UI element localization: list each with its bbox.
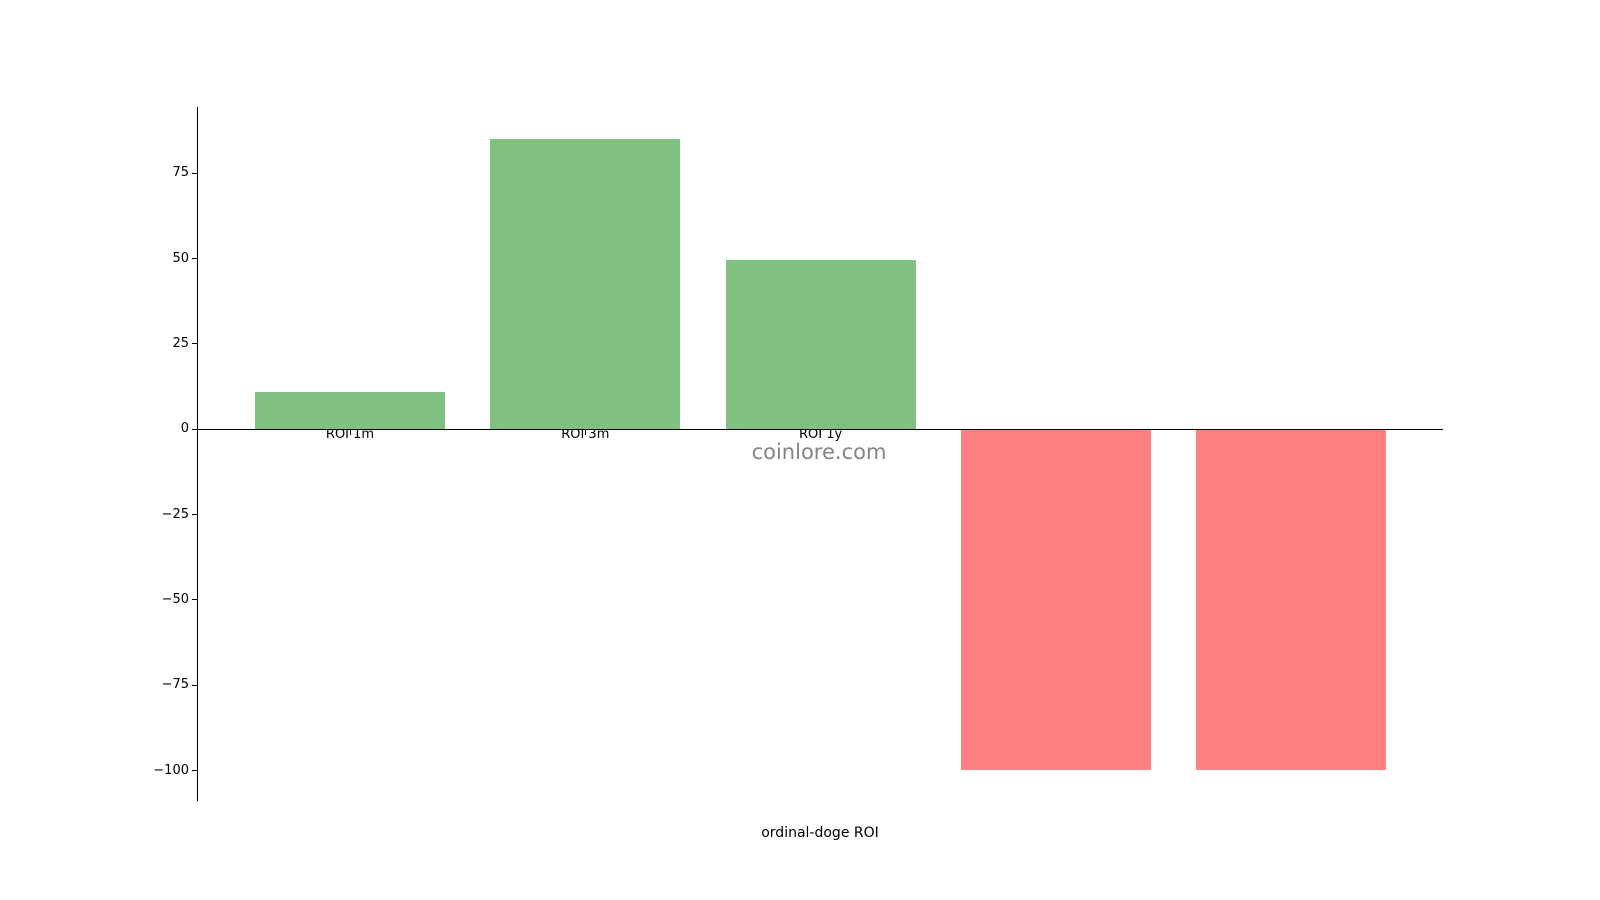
y-tick	[192, 599, 198, 601]
x-axis-title: ordinal-doge ROI	[761, 825, 879, 841]
watermark: coinlore.com	[751, 440, 887, 464]
roi-bar	[725, 260, 916, 430]
y-tick-label: 50	[172, 250, 189, 266]
x-tick	[584, 429, 586, 436]
x-tick	[349, 429, 351, 436]
y-tick-label: 75	[172, 165, 189, 181]
roi-bar	[960, 430, 1151, 770]
y-tick	[192, 770, 198, 772]
y-tick-label: −100	[153, 762, 189, 778]
x-tick-label: ROI 1y	[798, 427, 843, 443]
y-tick-label: 25	[172, 335, 189, 351]
y-tick	[192, 514, 198, 516]
y-tick-label: −75	[161, 677, 189, 693]
y-tick-label: −25	[161, 506, 189, 522]
y-tick	[192, 258, 198, 260]
x-tick-label: ROI 1m	[325, 427, 375, 443]
y-tick-label: 0	[180, 421, 189, 437]
x-axis-zero-line	[197, 429, 1443, 431]
y-axis-spine	[197, 107, 199, 801]
x-tick-label: ROI 3m	[561, 427, 610, 443]
y-tick	[192, 684, 198, 686]
y-tick	[192, 428, 198, 430]
y-tick-label: −50	[161, 591, 189, 607]
x-tick	[820, 429, 822, 436]
roi-bar	[255, 391, 445, 430]
y-tick	[192, 343, 198, 345]
roi-bar	[1196, 430, 1387, 770]
y-tick	[192, 172, 198, 174]
roi-bar	[490, 139, 681, 430]
